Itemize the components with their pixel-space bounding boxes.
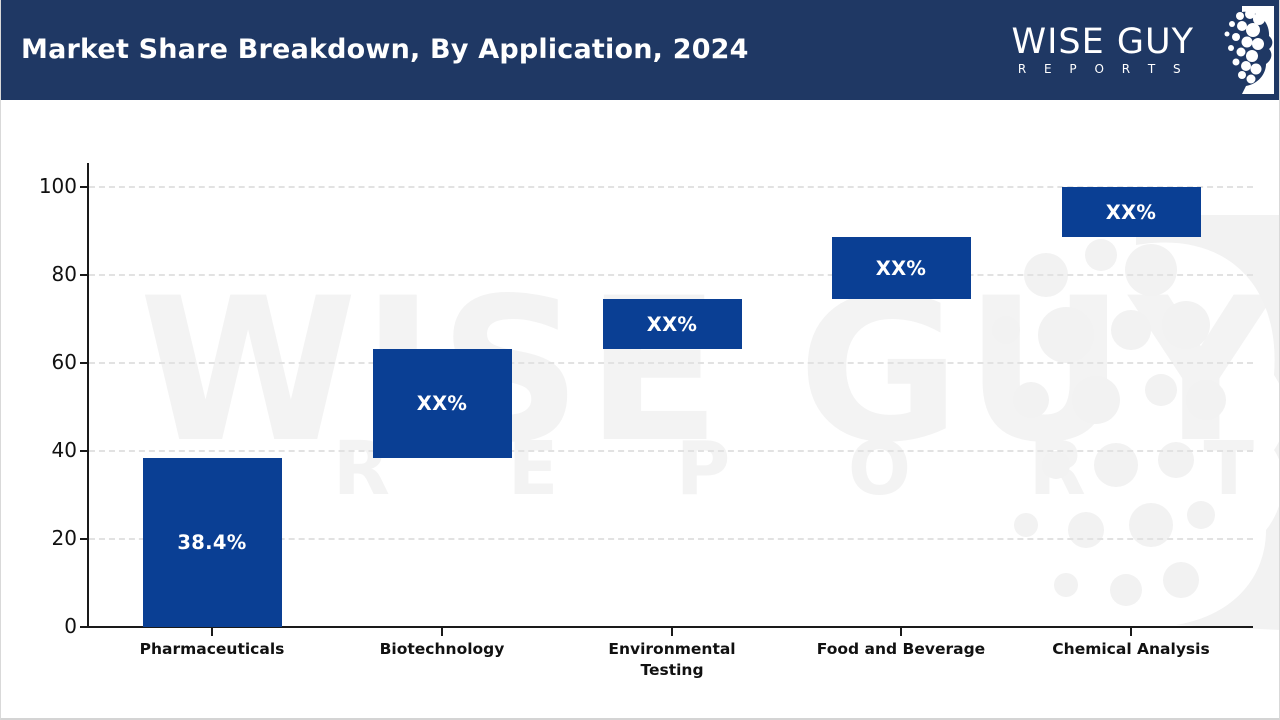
bar-value-label: XX%	[1105, 200, 1157, 224]
x-axis-tick	[1130, 628, 1132, 636]
x-axis-category-label: Environmental Testing	[608, 640, 736, 679]
y-axis-tick	[80, 362, 88, 364]
x-axis-category-label: Pharmaceuticals	[139, 640, 285, 658]
y-axis-tick-label: 40	[51, 438, 77, 462]
waterfall-bar: XX%	[831, 237, 971, 300]
y-axis-tick-label: 100	[38, 174, 77, 198]
bar-value-label: XX%	[416, 391, 468, 415]
bar-value-label: XX%	[646, 312, 698, 336]
gridline	[89, 450, 1253, 452]
brand-logo: WISE GUY R E P O R T S	[1011, 6, 1274, 94]
gridline	[89, 186, 1253, 188]
y-axis-tick-label: 80	[51, 262, 77, 286]
page-title: Market Share Breakdown, By Application, …	[21, 34, 749, 65]
brand-wordmark-line1: WISE GUY	[1011, 22, 1194, 63]
x-axis-category-label: Food and Beverage	[816, 640, 986, 658]
waterfall-bar: 38.4%	[142, 458, 282, 627]
x-axis-tick	[211, 628, 213, 636]
y-axis-tick	[80, 274, 88, 276]
y-axis-tick	[80, 450, 88, 452]
y-axis-tick	[80, 626, 88, 628]
x-axis-category-label: Chemical Analysis	[1052, 640, 1210, 658]
y-axis-tick-label: 20	[51, 526, 77, 550]
gridline	[89, 362, 1253, 364]
x-axis-tick	[441, 628, 443, 636]
header-bar: Market Share Breakdown, By Application, …	[1, 0, 1279, 100]
gridline	[89, 274, 1253, 276]
dotted-head-icon	[1224, 6, 1274, 94]
gridline	[89, 538, 1253, 540]
waterfall-bar: XX%	[602, 299, 742, 349]
brand-wordmark-line2: R E P O R T S	[1017, 61, 1188, 76]
x-axis-category-label: Biotechnology	[379, 640, 505, 658]
brand-wordmark: WISE GUY R E P O R T S	[1011, 24, 1194, 76]
y-axis-tick	[80, 186, 88, 188]
bar-value-label: 38.4%	[177, 531, 247, 554]
y-axis-tick	[80, 538, 88, 540]
x-axis-tick	[671, 628, 673, 636]
waterfall-bar: XX%	[372, 348, 512, 459]
waterfall-bar: XX%	[1061, 187, 1201, 238]
y-axis-line	[87, 163, 89, 628]
y-axis-tick-label: 60	[51, 350, 77, 374]
y-axis-tick-label: 0	[64, 614, 77, 638]
x-axis-tick	[900, 628, 902, 636]
bar-value-label: XX%	[875, 256, 927, 280]
x-axis-line	[87, 626, 1253, 628]
